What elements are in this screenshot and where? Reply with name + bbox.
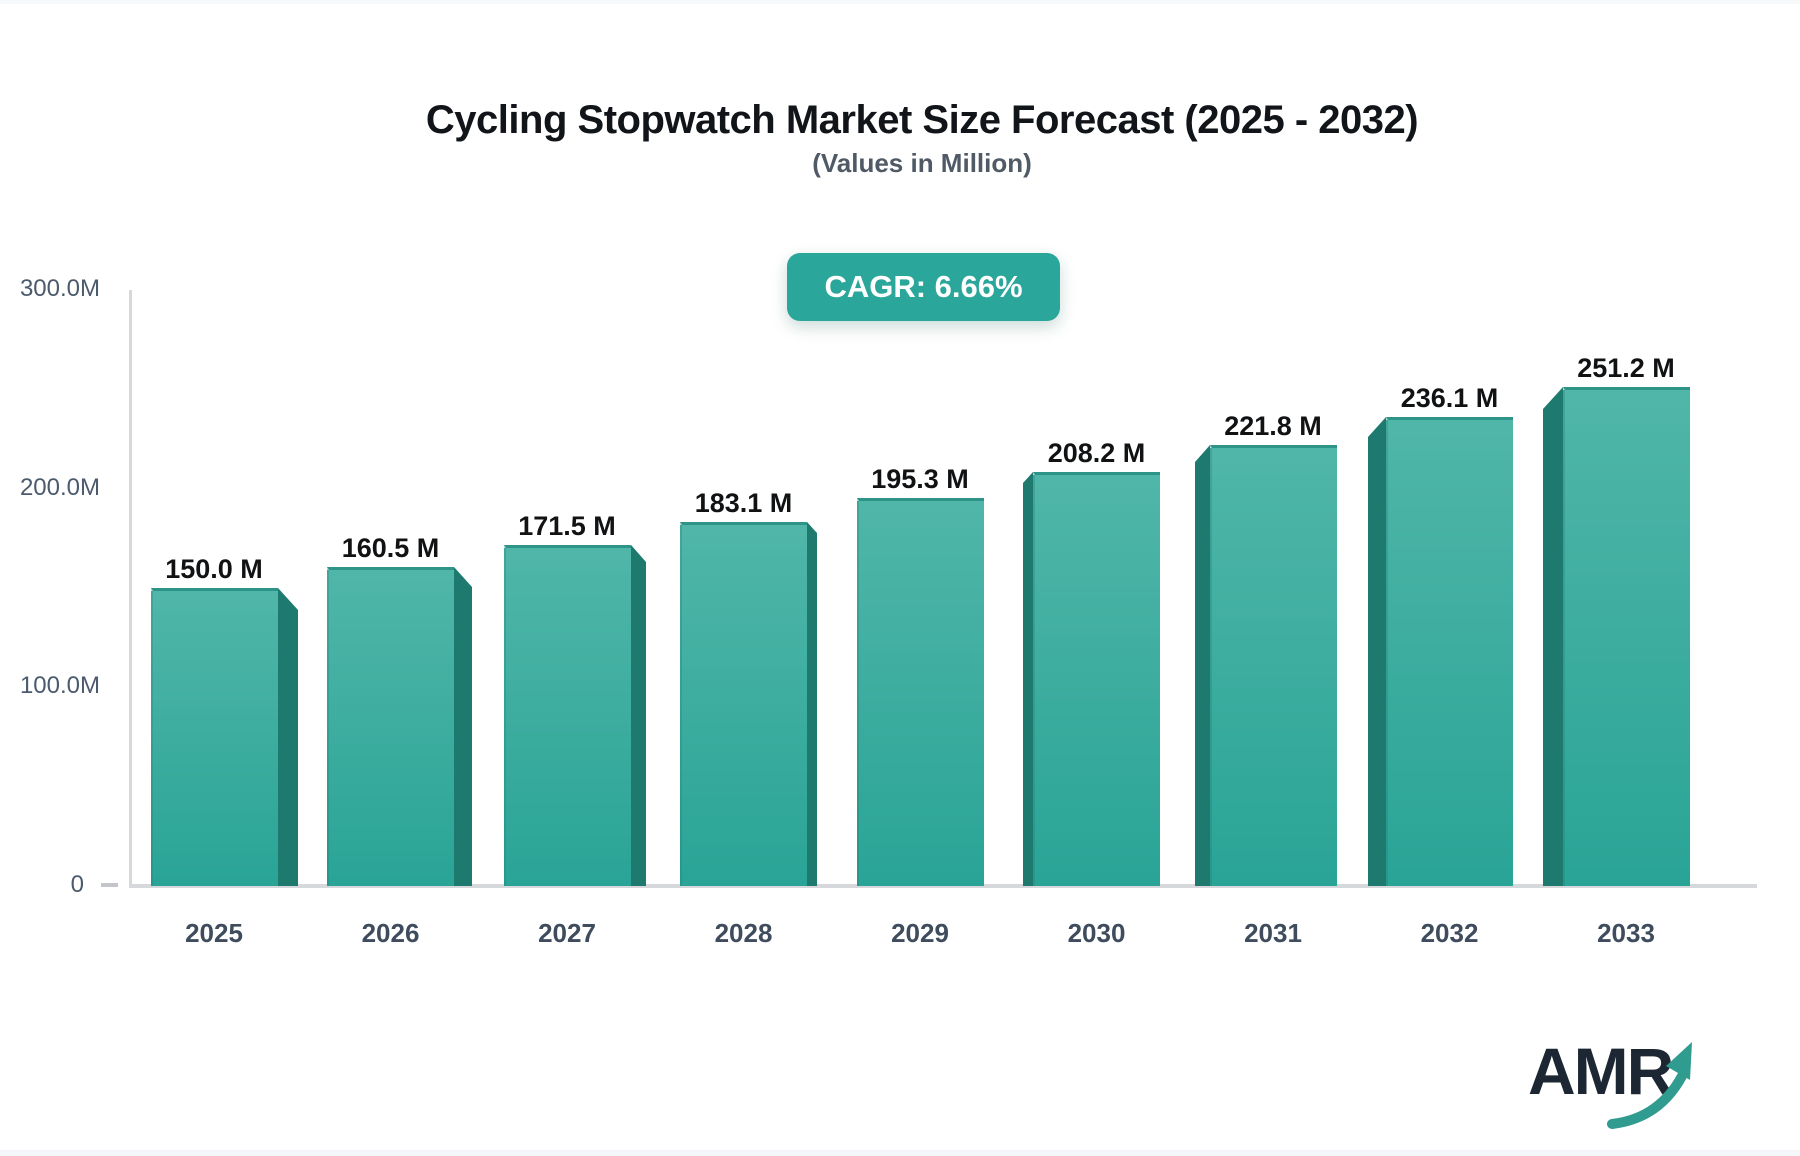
bar-side-face <box>278 588 298 886</box>
y-axis-line <box>129 290 132 888</box>
bar-2031 <box>1210 445 1337 886</box>
bar-side-face <box>454 567 472 886</box>
bar-side-face <box>1368 417 1386 886</box>
bar-2032 <box>1386 417 1513 886</box>
bar-side-face <box>1195 445 1210 886</box>
chart-subtitle: (Values in Million) <box>812 148 1032 178</box>
bar-2027 <box>504 545 631 886</box>
bar-value-label: 171.5 M <box>518 511 616 541</box>
y-tick-label: 200.0M <box>19 473 100 501</box>
bar-2028 <box>680 522 807 886</box>
y-tick-label: 300.0M <box>19 275 100 302</box>
x-tick-label: 2025 <box>185 918 243 948</box>
x-axis-baseline <box>129 884 1757 888</box>
y-tick-label: 0 <box>70 871 84 898</box>
bar-2033 <box>1563 387 1690 886</box>
amr-logo: AMR <box>1522 1028 1722 1132</box>
cagr-badge: CAGR: 6.66% <box>787 253 1060 321</box>
bar-2026 <box>327 567 454 886</box>
x-tick-label: 2031 <box>1244 918 1302 948</box>
bar-side-face <box>1543 387 1563 886</box>
x-tick-label: 2032 <box>1420 918 1479 948</box>
x-tick-label: 2026 <box>361 918 420 948</box>
growth-arrow-icon <box>1607 1042 1692 1129</box>
bar-2025 <box>151 588 278 886</box>
amr-logo-text: AMR <box>1528 1034 1674 1108</box>
x-tick-label: 2030 <box>1067 918 1126 948</box>
x-tick-label: 2033 <box>1597 918 1655 948</box>
bar-value-label: 183.1 M <box>694 488 793 518</box>
zero-tick-mark <box>101 883 118 887</box>
bar-value-label: 160.5 M <box>341 533 440 563</box>
bar-value-label: 150.0 M <box>165 554 263 584</box>
top-edge-strip <box>0 0 1800 4</box>
bar-value-label: 195.3 M <box>871 464 969 494</box>
chart-title: Cycling Stopwatch Market Size Forecast (… <box>425 98 1419 142</box>
bottom-edge-strip <box>0 1150 1800 1156</box>
bar-2029 <box>857 498 984 886</box>
bar-2030 <box>1033 472 1160 886</box>
y-tick-label: 100.0M <box>19 672 100 700</box>
x-tick-label: 2029 <box>891 918 949 948</box>
x-tick-label: 2028 <box>714 918 773 948</box>
bar-side-face <box>1023 472 1033 886</box>
bar-value-label: 236.1 M <box>1400 383 1499 413</box>
bar-side-face <box>807 522 817 886</box>
bar-value-label: 251.2 M <box>1577 353 1675 383</box>
bar-value-label: 208.2 M <box>1047 438 1146 468</box>
bar-side-face <box>631 545 646 886</box>
x-tick-label: 2027 <box>538 918 596 948</box>
bar-value-label: 221.8 M <box>1224 411 1322 441</box>
